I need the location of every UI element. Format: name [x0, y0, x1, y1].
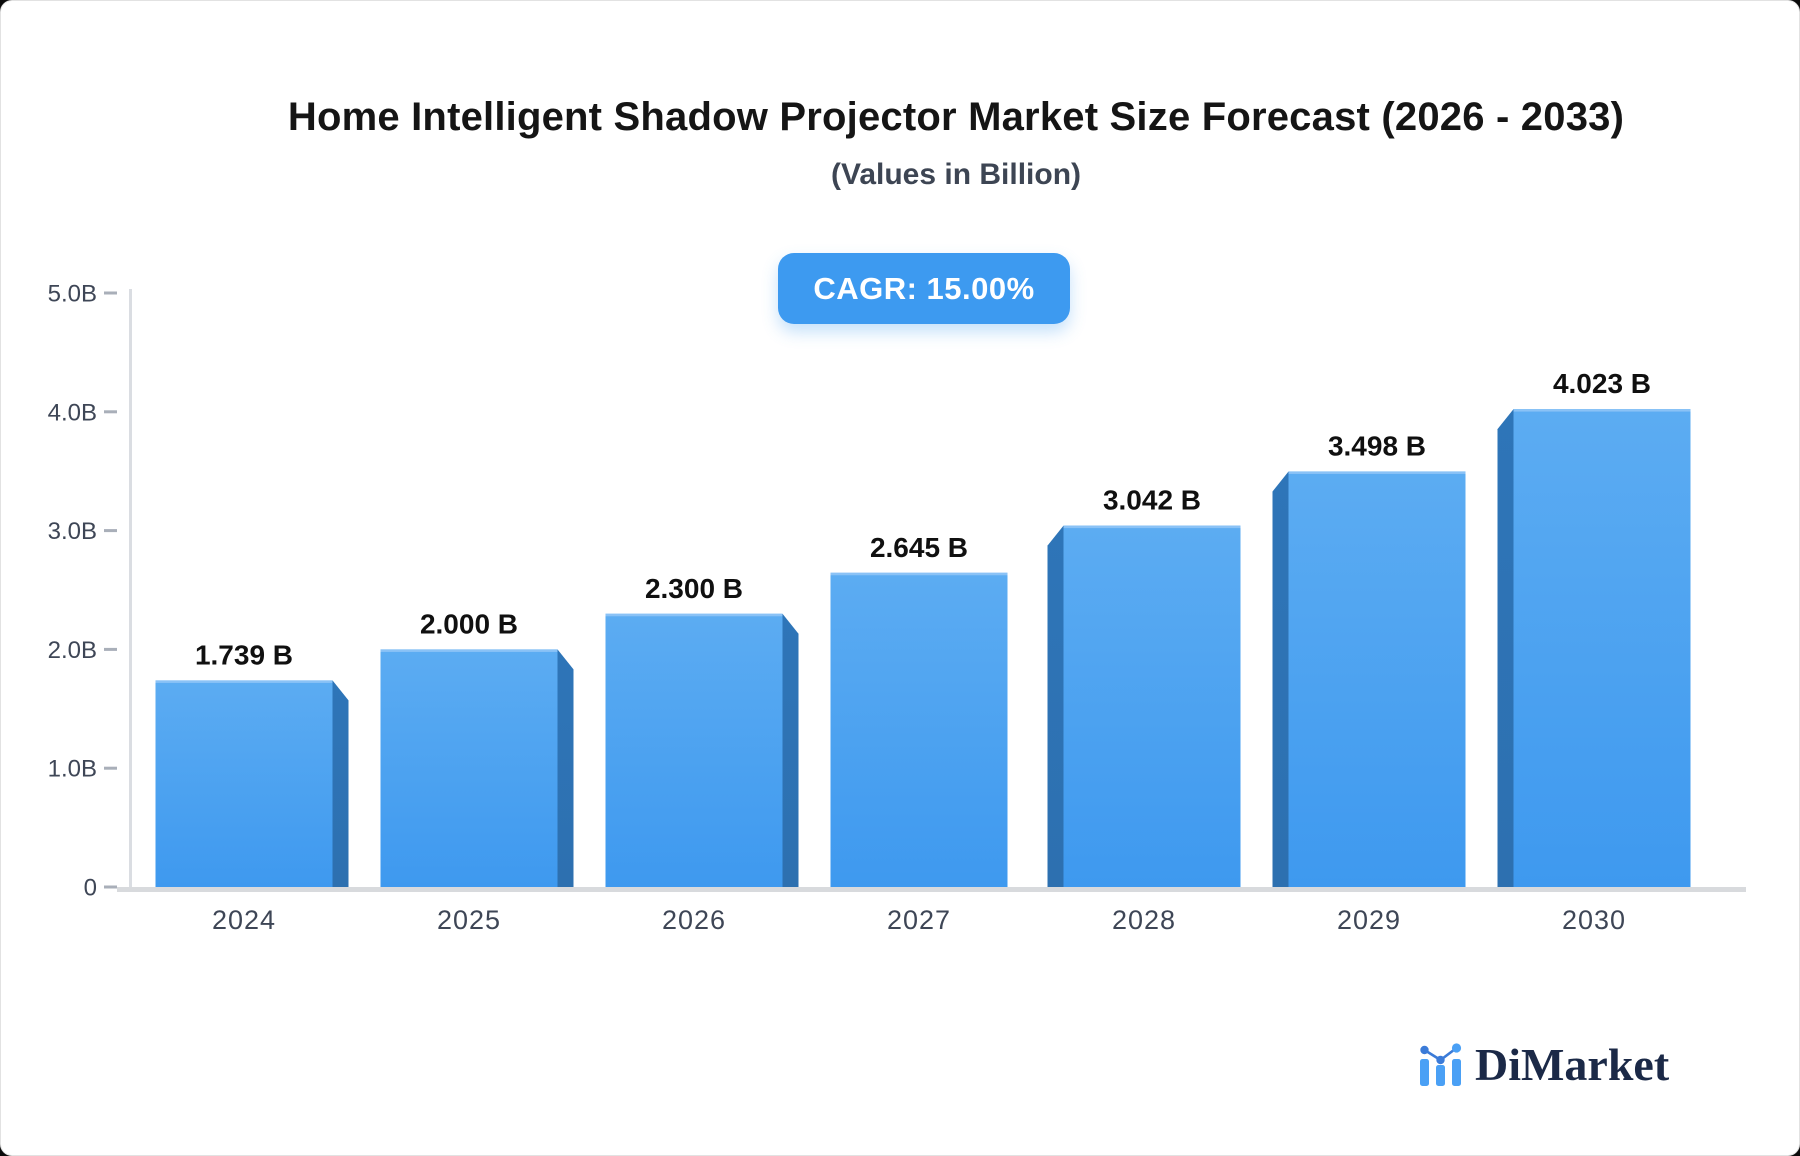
- bar-2028[interactable]: [1063, 525, 1241, 887]
- y-axis-tick-mark: [104, 529, 117, 533]
- bar-top-highlight: [1063, 525, 1241, 529]
- x-axis-label-2025: 2025: [437, 905, 501, 935]
- y-axis-line: [129, 289, 132, 887]
- bar-side-3d: [332, 680, 349, 887]
- y-axis-tick-label: 0: [84, 875, 97, 902]
- bar-chart-logo-icon: [1420, 1043, 1462, 1087]
- bar-value-label: 3.498 B: [1328, 430, 1426, 461]
- y-axis-tick-label: 4.0B: [48, 399, 97, 426]
- bar-value-label: 1.739 B: [195, 639, 293, 670]
- y-axis-tick-label: 3.0B: [48, 518, 97, 545]
- y-axis-tick-label: 5.0B: [48, 281, 97, 308]
- bar-value-label: 3.042 B: [1103, 485, 1201, 516]
- brand-logo-text: DiMarket: [1475, 1039, 1670, 1090]
- x-axis-label-2026: 2026: [662, 905, 726, 935]
- bar-2030[interactable]: [1513, 409, 1691, 887]
- bar-top-highlight: [1288, 471, 1466, 474]
- bar-2027[interactable]: [830, 572, 1008, 887]
- bar-top-highlight: [380, 649, 558, 652]
- bar-value-label: 2.000 B: [420, 608, 518, 639]
- cagr-badge-label: CAGR: 15.00%: [813, 270, 1035, 306]
- bar-value-label: 2.300 B: [645, 573, 743, 604]
- chart-header: Home Intelligent Shadow Projector Market…: [1, 1, 1799, 192]
- bar-value-label: 2.645 B: [870, 532, 968, 563]
- y-axis-tick-label: 2.0B: [48, 637, 97, 664]
- bar-side-3d: [1497, 409, 1514, 887]
- cagr-badge: CAGR: 15.00%: [778, 253, 1070, 324]
- bar-top-highlight: [605, 613, 783, 617]
- chart-title: Home Intelligent Shadow Projector Market…: [287, 95, 1625, 139]
- y-axis-tick-mark: [104, 291, 117, 295]
- x-axis-label-2028: 2028: [1112, 905, 1176, 935]
- y-axis-tick-mark: [104, 410, 117, 414]
- x-axis-baseline: [117, 887, 1746, 892]
- bar-value-label: 4.023 B: [1553, 368, 1651, 399]
- bar-2029[interactable]: [1288, 471, 1466, 887]
- bar-2025[interactable]: [380, 649, 558, 887]
- y-axis-tick-mark: [104, 766, 117, 770]
- x-axis-label-2029: 2029: [1337, 905, 1401, 935]
- x-axis-label-2024: 2024: [212, 905, 276, 935]
- bar-2024[interactable]: [155, 680, 333, 887]
- bar-top-highlight: [155, 680, 333, 683]
- bar-top-highlight: [1513, 409, 1691, 412]
- bar-side-3d: [557, 649, 574, 887]
- bar-side-3d: [782, 613, 799, 887]
- bar-2026[interactable]: [605, 613, 783, 887]
- y-axis-tick-mark: [104, 647, 117, 651]
- x-axis-label-2030: 2030: [1562, 905, 1626, 935]
- y-axis-tick-mark: [104, 885, 117, 889]
- brand-logo: DiMarket: [1417, 1039, 1670, 1090]
- bar-side-3d: [1272, 471, 1289, 887]
- x-axis-label-2027: 2027: [887, 905, 951, 935]
- y-axis-tick-label: 1.0B: [48, 756, 97, 783]
- chart-subtitle: (Values in Billion): [830, 158, 1082, 191]
- bar-side-3d: [1047, 525, 1064, 887]
- bar-top-highlight: [830, 572, 1008, 576]
